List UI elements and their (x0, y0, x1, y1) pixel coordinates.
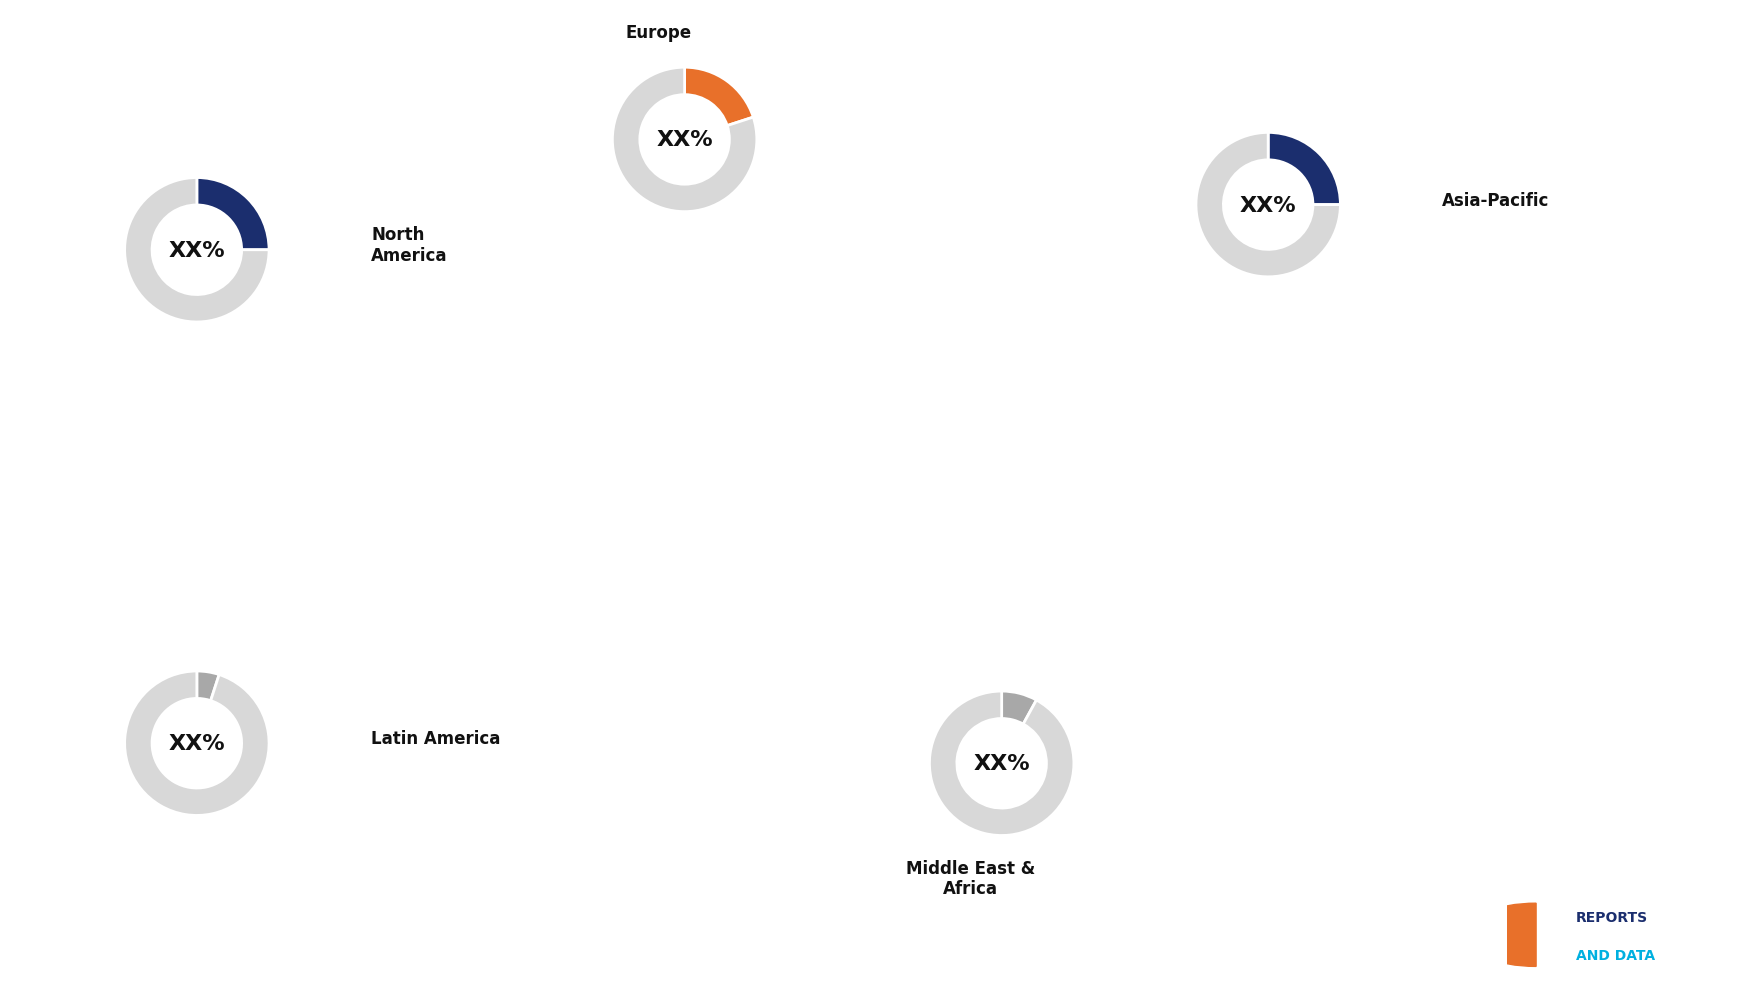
Wedge shape (930, 691, 1073, 836)
Text: Europe: Europe (625, 24, 692, 42)
Text: XX%: XX% (974, 754, 1030, 774)
Text: XX%: XX% (169, 240, 225, 261)
Wedge shape (685, 68, 753, 126)
Wedge shape (1197, 133, 1340, 278)
Wedge shape (1002, 691, 1036, 724)
Wedge shape (1268, 133, 1340, 205)
Text: XX%: XX% (1240, 195, 1296, 215)
Wedge shape (125, 178, 268, 323)
Wedge shape (125, 671, 268, 816)
Text: Middle East &
Africa: Middle East & Africa (906, 859, 1035, 898)
Wedge shape (197, 178, 268, 250)
Text: REPORTS: REPORTS (1577, 910, 1648, 924)
Text: Asia-Pacific: Asia-Pacific (1442, 191, 1550, 209)
Wedge shape (613, 68, 756, 212)
Wedge shape (1463, 904, 1536, 966)
Text: Latin America: Latin America (371, 729, 500, 747)
Text: AND DATA: AND DATA (1577, 948, 1655, 962)
Text: North
America: North America (371, 226, 448, 265)
Text: XX%: XX% (657, 130, 712, 150)
Text: XX%: XX% (169, 733, 225, 754)
Wedge shape (197, 671, 219, 701)
